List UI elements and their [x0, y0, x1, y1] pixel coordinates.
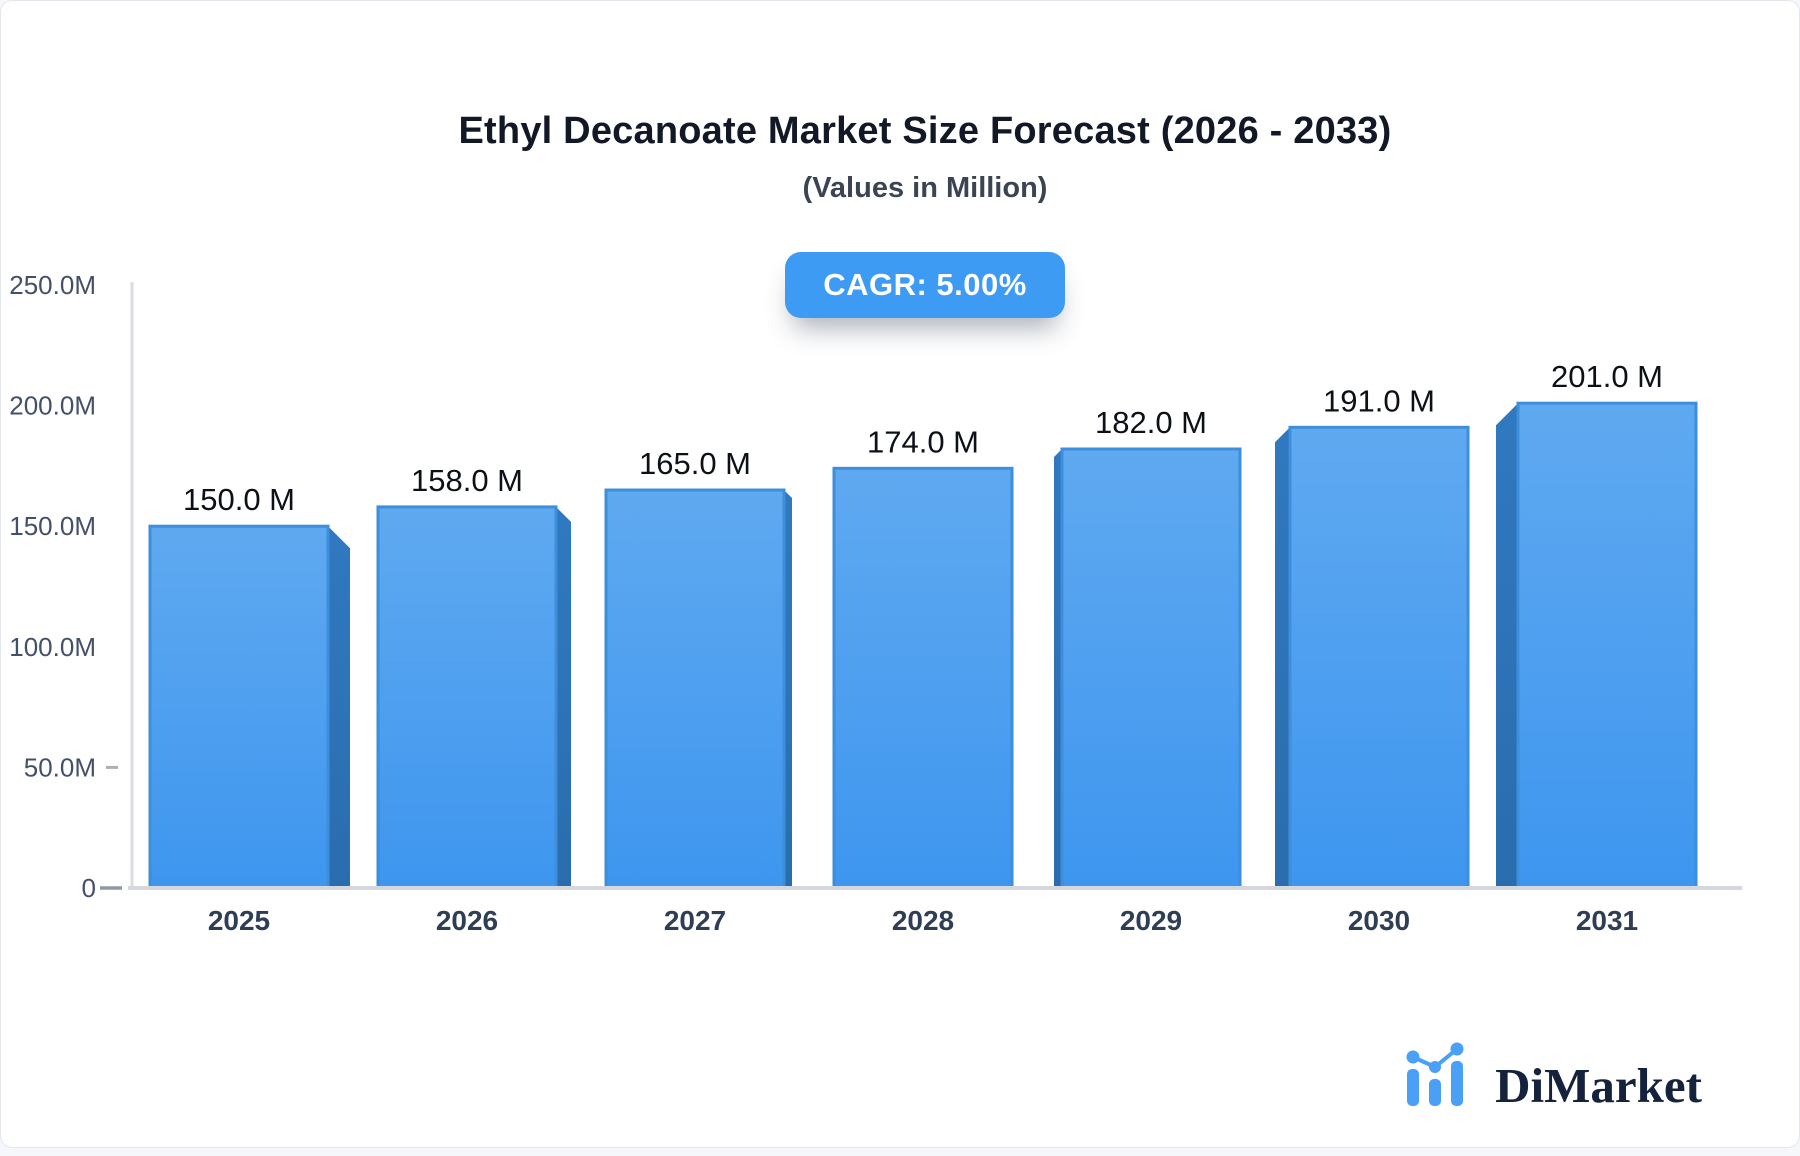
dimarket-logo: DiMarket	[1401, 1040, 1702, 1110]
bar-value-label: 174.0 M	[867, 424, 979, 459]
cagr-badge: CAGR: 5.00%	[785, 252, 1065, 318]
bar-2027	[604, 488, 786, 890]
y-axis-tick-label: 200.0M	[9, 391, 96, 421]
bar-value-label: 165.0 M	[639, 446, 751, 481]
bar-side-face	[328, 526, 350, 888]
bar-value-label: 201.0 M	[1551, 359, 1663, 394]
y-axis-tick-label: 50.0M	[24, 752, 96, 782]
x-axis-category-label: 2029	[1120, 905, 1182, 936]
bar-value-label: 150.0 M	[183, 482, 295, 517]
x-axis-category-label: 2025	[208, 905, 270, 936]
bar-side-face	[1054, 449, 1062, 888]
bar-side-face	[1275, 427, 1290, 888]
bar-chart-logo-icon	[1406, 1042, 1464, 1106]
y-axis-tick-label: 100.0M	[9, 632, 96, 662]
chart-subtitle: (Values in Million)	[802, 172, 1048, 204]
y-axis-tick-label: 250.0M	[9, 270, 96, 300]
bar-2028	[832, 466, 1014, 890]
chart-title: Ethyl Decanoate Market Size Forecast (20…	[458, 110, 1392, 152]
bar-side-face	[556, 506, 571, 888]
y-axis-tick-label: 0	[82, 873, 96, 903]
x-axis-category-label: 2028	[892, 905, 954, 936]
dimarket-logo-text: DiMarket	[1495, 1058, 1702, 1113]
bar-value-label: 191.0 M	[1323, 383, 1435, 418]
bar-2025	[148, 524, 330, 890]
y-axis-tick-label: 150.0M	[9, 511, 96, 541]
bar-value-label: 182.0 M	[1095, 405, 1207, 440]
bar-2031	[1516, 401, 1698, 890]
cagr-badge-label: CAGR: 5.00%	[823, 267, 1027, 302]
bar-2030	[1288, 425, 1470, 890]
cagr-badge-row: CAGR: 5.00%	[50, 252, 1800, 318]
bar-side-face	[784, 490, 792, 888]
bar-2026	[376, 505, 558, 890]
x-axis-category-label: 2027	[664, 905, 726, 936]
bar-value-label: 158.0 M	[411, 463, 523, 498]
x-axis-category-label: 2026	[436, 905, 498, 936]
x-axis-category-label: 2031	[1576, 905, 1638, 936]
bar-side-face	[1496, 403, 1518, 888]
x-axis-category-label: 2030	[1348, 905, 1410, 936]
bar-2029	[1060, 447, 1242, 890]
